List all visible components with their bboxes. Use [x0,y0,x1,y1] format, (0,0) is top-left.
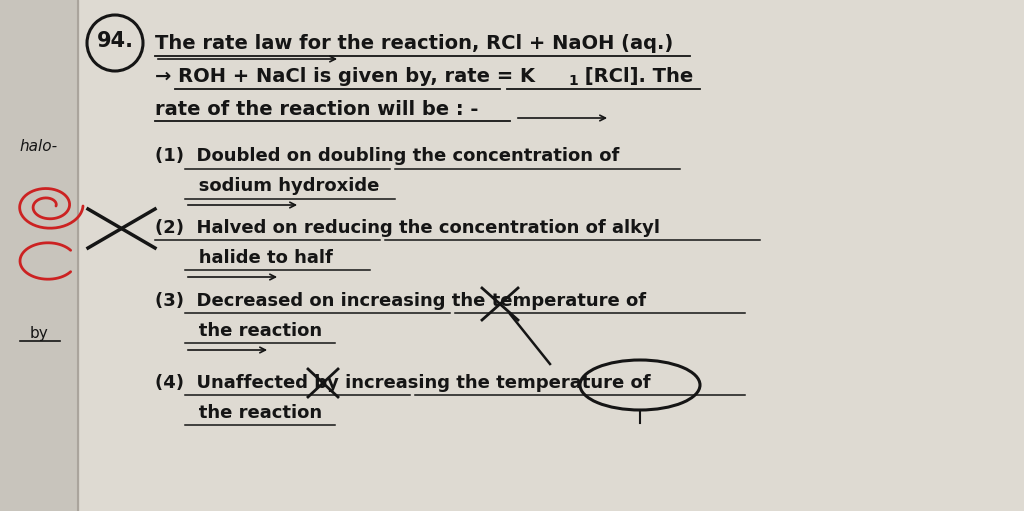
Text: (3)  Decreased on increasing the temperature of: (3) Decreased on increasing the temperat… [155,292,646,310]
Text: 94.: 94. [96,31,133,51]
Text: the reaction: the reaction [155,404,323,422]
Text: The rate law for the reaction, RCl + NaOH (aq.): The rate law for the reaction, RCl + NaO… [155,34,673,53]
Text: [RCl]. The: [RCl]. The [578,66,693,85]
Text: (2)  Halved on reducing the concentration of alkyl: (2) Halved on reducing the concentration… [155,219,660,237]
Text: halide to half: halide to half [155,249,333,267]
Text: by: by [30,326,48,340]
Text: 1: 1 [568,74,578,88]
Text: (4)  Unaffected by increasing the temperature of: (4) Unaffected by increasing the tempera… [155,374,650,392]
Bar [0,0,78,511]
Text: halo-: halo- [19,138,58,153]
Text: rate of the reaction will be : -: rate of the reaction will be : - [155,100,478,119]
Text: → ROH + NaCl is given by, rate = K: → ROH + NaCl is given by, rate = K [155,66,535,85]
Text: the reaction: the reaction [155,322,323,340]
Text: sodium hydroxide: sodium hydroxide [155,177,379,195]
Text: (1)  Doubled on doubling the concentration of: (1) Doubled on doubling the concentratio… [155,147,620,165]
